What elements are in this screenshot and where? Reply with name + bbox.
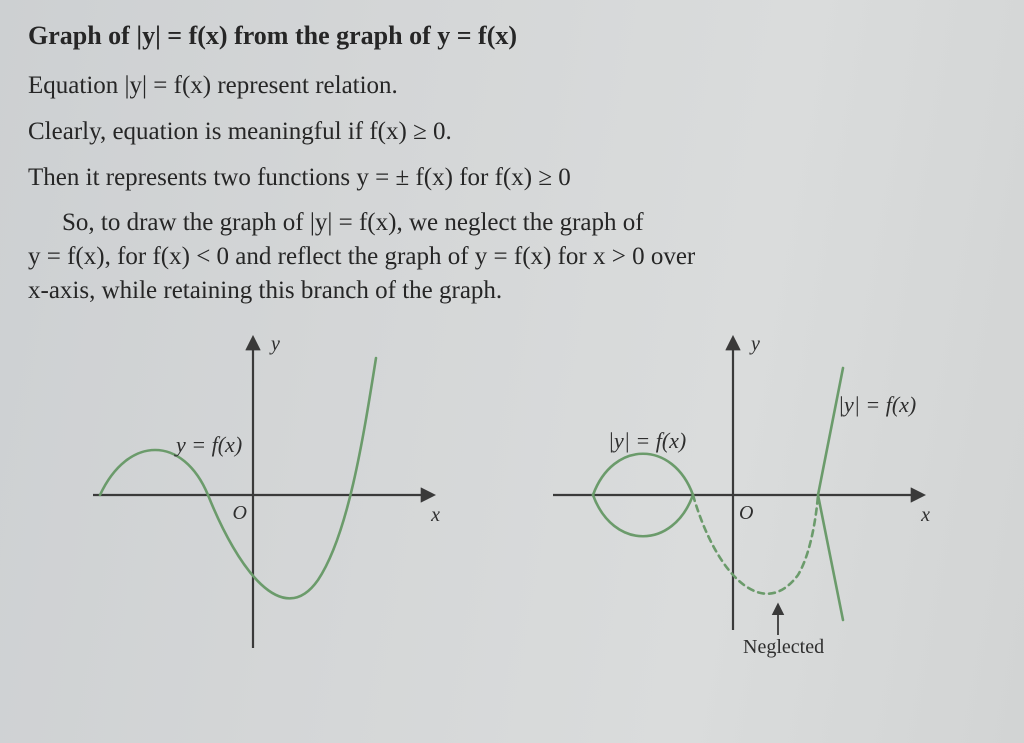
svg-text:|y| = f(x): |y| = f(x) [838,392,916,417]
page-title: Graph of |y| = f(x) from the graph of y … [28,18,996,53]
figure-right: y x O |y| = f(x) |y| = f(x) Neglected [498,320,938,660]
svg-text:y = f(x): y = f(x) [174,432,242,457]
svg-text:x: x [920,504,930,526]
svg-text:|y| = f(x): |y| = f(x) [608,428,686,453]
title-text: Graph of |y| = f(x) from the graph of y … [28,21,517,50]
para-1: Equation |y| = f(x) represent relation. [28,69,996,103]
figures-row: y x Oy = f(x) y x O |y| = f(x) |y| = f(x) Negle… [28,320,996,660]
svg-text:O: O [739,502,753,524]
svg-text:y: y [749,333,760,355]
para4a-text: So, to draw the graph of |y| = f(x), we … [62,209,644,236]
figure-left: y x Oy = f(x) [88,320,448,660]
line3-text: Then it represents two functions y = ± f… [28,164,571,191]
svg-text:O: O [233,502,247,524]
para4b-text: y = f(x), for f(x) < 0 and reflect the g… [28,243,695,270]
para4c-text: x-axis, while retaining this branch of t… [28,277,502,304]
svg-text:y: y [269,333,280,355]
svg-text:Neglected: Neglected [743,636,824,658]
para-4: So, to draw the graph of |y| = f(x), we … [28,206,996,307]
line1-text: Equation |y| = f(x) represent relation. [28,72,398,99]
line2-text: Clearly, equation is meaningful if f(x) … [28,118,452,145]
svg-text:x: x [430,504,440,526]
para-3: Then it represents two functions y = ± f… [28,161,996,195]
para-2: Clearly, equation is meaningful if f(x) … [28,115,996,149]
